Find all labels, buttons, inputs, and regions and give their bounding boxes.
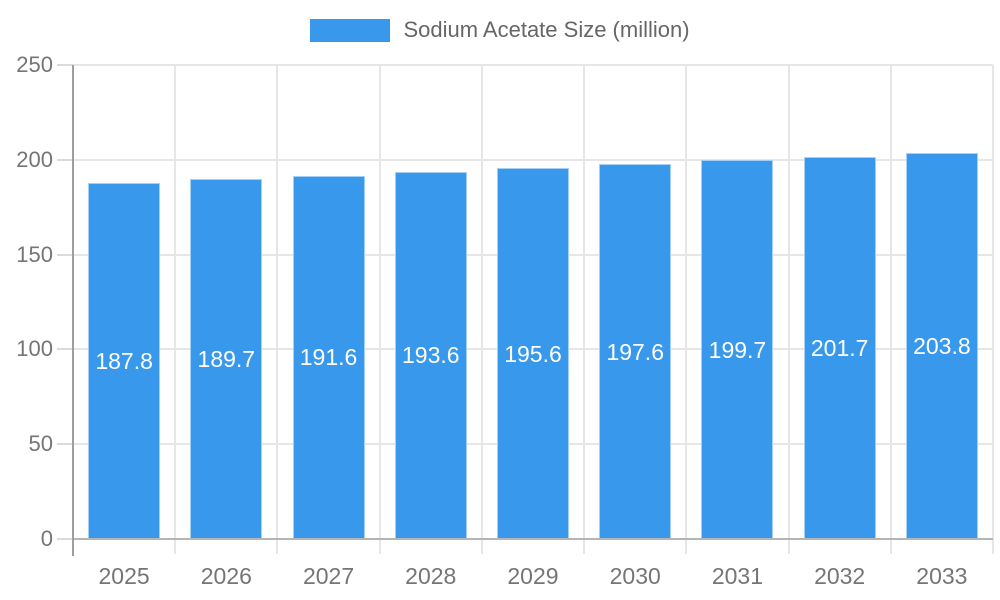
bar-2028[interactable]	[394, 171, 467, 539]
bar-2032[interactable]	[803, 156, 876, 539]
y-axis-tick	[57, 253, 73, 256]
x-axis-label-2030: 2030	[609, 563, 661, 589]
v-gridline	[992, 65, 994, 539]
x-axis-tick	[583, 539, 586, 554]
y-axis-line	[72, 65, 74, 556]
v-gridline	[480, 65, 483, 539]
bar-2025[interactable]	[88, 182, 161, 539]
y-axis-tick	[57, 538, 73, 540]
v-gridline	[787, 65, 790, 539]
x-axis-label-2033: 2033	[916, 563, 968, 589]
x-axis-label-2025: 2025	[98, 563, 150, 589]
v-gridline	[378, 65, 381, 539]
legend: Sodium Acetate Size (million)	[0, 17, 1000, 43]
h-gridline	[73, 158, 993, 161]
y-axis-tick	[57, 64, 73, 66]
x-axis-tick	[174, 539, 177, 554]
x-axis-label-2028: 2028	[405, 563, 457, 589]
y-axis-tick	[57, 443, 73, 446]
x-axis-label-2029: 2029	[507, 563, 559, 589]
y-axis-tick	[57, 158, 73, 161]
x-axis-tick	[889, 539, 892, 554]
bar-2030[interactable]	[599, 164, 672, 539]
x-axis-tick	[378, 539, 381, 554]
x-axis-label-2031: 2031	[711, 563, 764, 589]
legend-swatch-icon	[310, 18, 391, 42]
bar-2029[interactable]	[497, 168, 569, 539]
y-axis-tick-label: 0	[40, 526, 53, 551]
v-gridline	[685, 65, 688, 539]
v-gridline	[276, 65, 279, 539]
v-gridline	[889, 65, 892, 539]
bar-2027[interactable]	[292, 175, 365, 539]
x-axis-label-2032: 2032	[814, 563, 866, 589]
y-axis-tick-label: 150	[16, 241, 53, 267]
bar-2033[interactable]	[905, 152, 978, 539]
v-gridline	[174, 65, 177, 539]
y-axis-tick-label: 50	[28, 431, 53, 457]
h-gridline	[73, 64, 993, 66]
plot-area: 0 50 100 150 200 250 187.8 2025 189.7 2026 191.6 20…	[16, 52, 994, 589]
bar-2026[interactable]	[190, 179, 263, 539]
y-axis-tick-label: 250	[16, 52, 53, 77]
x-axis-label-2026: 2026	[200, 563, 252, 589]
y-axis-tick	[57, 348, 73, 351]
legend-item[interactable]: Sodium Acetate Size (million)	[310, 17, 690, 43]
x-axis-tick	[480, 539, 483, 554]
bar-2031[interactable]	[701, 160, 774, 539]
x-axis-label-2027: 2027	[302, 563, 355, 589]
v-gridline	[583, 65, 586, 539]
x-axis-tick	[787, 539, 790, 554]
x-axis-tick	[685, 539, 688, 554]
y-axis-tick-label: 200	[16, 146, 53, 172]
y-axis-tick-label: 100	[16, 336, 53, 362]
x-axis-tick	[992, 539, 994, 554]
x-axis-tick	[276, 539, 279, 554]
legend-label: Sodium Acetate Size (million)	[403, 17, 690, 42]
x-axis-line	[73, 538, 993, 540]
